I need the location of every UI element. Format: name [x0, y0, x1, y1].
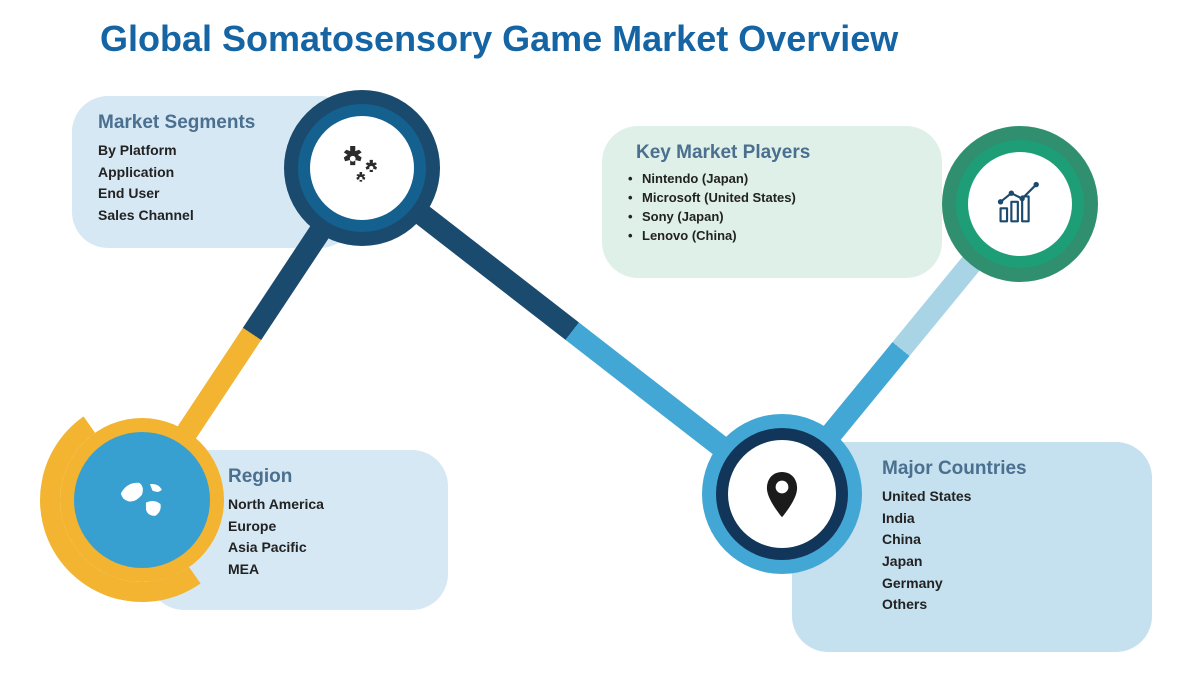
pin-icon	[728, 440, 836, 548]
globe-icon	[86, 444, 198, 556]
region-item-3: MEA	[228, 559, 422, 581]
node-market-segments	[284, 90, 440, 246]
country-item-1: India	[882, 508, 1126, 530]
country-item-4: Germany	[882, 573, 1126, 595]
page-title: Global Somatosensory Game Market Overvie…	[100, 18, 898, 60]
node-key-players	[942, 126, 1098, 282]
chart-icon	[968, 152, 1072, 256]
player-item-1: Microsoft (United States)	[628, 189, 798, 208]
country-item-5: Others	[882, 594, 1126, 616]
heading-key-players: Key Market Players	[636, 142, 916, 164]
gears-icon	[310, 116, 414, 220]
player-item-0: Nintendo (Japan)	[628, 170, 916, 189]
infographic-canvas: Global Somatosensory Game Market Overvie…	[0, 0, 1182, 674]
region-item-2: Asia Pacific	[228, 537, 422, 559]
country-item-3: Japan	[882, 551, 1126, 573]
region-item-0: North America	[228, 494, 422, 516]
heading-major-countries: Major Countries	[882, 458, 1126, 480]
player-item-2: Sony (Japan)	[628, 208, 916, 227]
country-item-2: China	[882, 529, 1126, 551]
heading-region: Region	[228, 466, 422, 488]
region-item-1: Europe	[228, 516, 422, 538]
node-region	[60, 418, 224, 582]
country-item-0: United States	[882, 486, 1126, 508]
player-item-3: Lenovo (China)	[628, 227, 916, 246]
node-major-countries	[702, 414, 862, 574]
panel-key-players: Key Market Players Nintendo (Japan) Micr…	[602, 126, 942, 278]
